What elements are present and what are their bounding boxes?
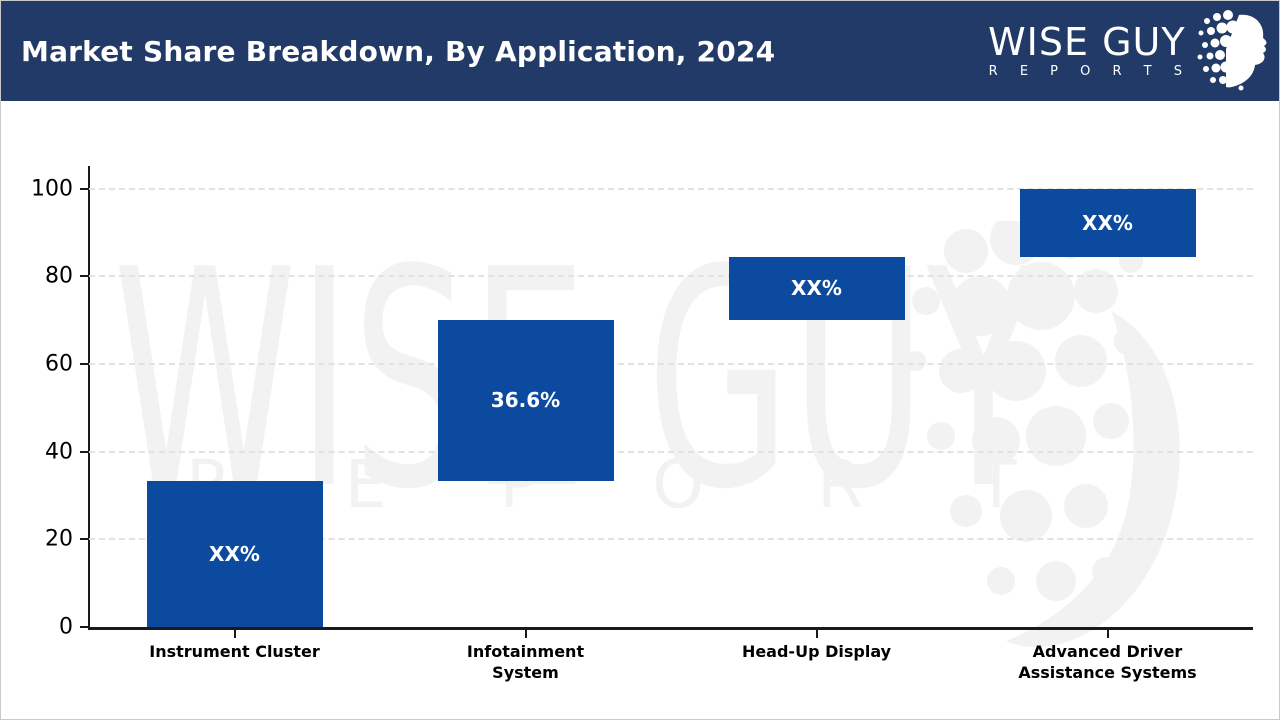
y-tick-mark — [80, 187, 88, 190]
y-tick-mark — [80, 626, 88, 628]
brand-name: WISE GUY — [988, 20, 1186, 65]
bar-segment: XX% — [146, 480, 323, 627]
bar-segment: XX% — [728, 256, 905, 321]
bar-value-label: XX% — [791, 276, 842, 301]
x-category-label: Infotainment System — [466, 642, 585, 682]
y-axis-line — [88, 166, 90, 629]
x-category-label: Head-Up Display — [741, 642, 892, 661]
page-title: Market Share Breakdown, By Application, … — [21, 34, 776, 68]
brand-logo: WISE GUY R E P O R T S — [983, 9, 1271, 93]
x-tick-mark — [233, 630, 236, 638]
x-tick-mark — [524, 630, 527, 638]
y-tick-mark — [80, 275, 88, 278]
dotted-head-profile-icon — [1197, 10, 1267, 91]
watermark-dotted-head — [906, 221, 1180, 647]
x-category-label: Instrument Cluster — [149, 642, 320, 661]
brand-logo-text: WISE GUY R E P O R T S — [983, 20, 1191, 79]
brand-subtitle: R E P O R T S — [988, 63, 1191, 79]
bar-value-label: XX% — [209, 541, 260, 566]
y-tick-label: 100 — [31, 176, 73, 201]
y-tick-mark — [80, 450, 88, 453]
gridline-y-60 — [89, 362, 1253, 365]
y-tick-label: 80 — [45, 263, 73, 289]
gridline-y-20 — [89, 538, 1253, 541]
bar-value-label: 36.6% — [490, 388, 561, 413]
y-tick-mark — [80, 538, 88, 541]
y-tick-mark — [80, 362, 88, 365]
bar-value-label: XX% — [1082, 210, 1133, 235]
x-category-label: Advanced Driver Assistance Systems — [1018, 642, 1197, 682]
x-axis-line — [88, 627, 1253, 630]
bar-segment: XX% — [1019, 188, 1196, 257]
gridline-y-80 — [89, 275, 1253, 278]
y-tick-label: 60 — [45, 351, 73, 377]
gridline-y-100 — [89, 187, 1253, 190]
header-bar: Market Share Breakdown, By Application, … — [1, 1, 1279, 101]
y-tick-label: 20 — [45, 526, 73, 552]
gridline-y-40 — [89, 450, 1253, 453]
bar-segment: 36.6% — [437, 320, 614, 481]
y-tick-label: 40 — [45, 439, 73, 465]
x-tick-mark — [1106, 630, 1109, 638]
x-tick-mark — [815, 630, 818, 638]
y-tick-label: 0 — [59, 614, 73, 640]
chart-area: WISE GUY R E P O R T S 0 20 40 60 80 100 XX% In… — [1, 101, 1279, 719]
